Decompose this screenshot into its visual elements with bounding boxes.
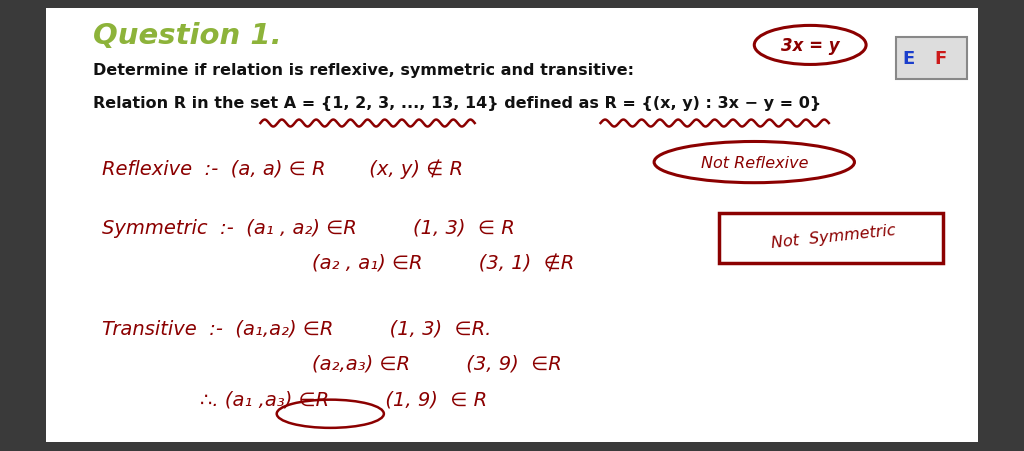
Text: Determine if relation is reflexive, symmetric and transitive:: Determine if relation is reflexive, symm… xyxy=(92,63,634,78)
Text: Transitive  :-  (a₁,a₂) ∈R         (1, 3)  ∈R.: Transitive :- (a₁,a₂) ∈R (1, 3) ∈R. xyxy=(102,318,492,337)
Text: Reflexive  :-  (a, a) ∈ R       (x, y) ∉ R: Reflexive :- (a, a) ∈ R (x, y) ∉ R xyxy=(102,158,463,178)
Text: Not  Symmetric: Not Symmetric xyxy=(770,222,896,250)
Text: (a₂,a₃) ∈R         (3, 9)  ∈R: (a₂,a₃) ∈R (3, 9) ∈R xyxy=(311,353,561,372)
Text: Symmetric  :-  (a₁ , a₂) ∈R         (1, 3)  ∈ R: Symmetric :- (a₁ , a₂) ∈R (1, 3) ∈ R xyxy=(102,219,515,238)
Text: F: F xyxy=(935,50,947,68)
Text: Not Reflexive: Not Reflexive xyxy=(700,155,808,170)
Text: Question 1.: Question 1. xyxy=(92,22,282,50)
Text: ∴. (a₁ ,a₃) ∈R         (1, 9)  ∈ R: ∴. (a₁ ,a₃) ∈R (1, 9) ∈ R xyxy=(200,390,487,409)
Text: 3x = y: 3x = y xyxy=(781,37,840,55)
Text: E: E xyxy=(903,50,915,68)
Text: (a₂ , a₁) ∈R         (3, 1)  ∉R: (a₂ , a₁) ∈R (3, 1) ∉R xyxy=(311,253,573,272)
Text: Relation R in the set A = {1, 2, 3, ..., 13, 14} defined as R = {(x, y) : 3x − y: Relation R in the set A = {1, 2, 3, ...,… xyxy=(92,96,821,110)
FancyBboxPatch shape xyxy=(896,37,967,80)
